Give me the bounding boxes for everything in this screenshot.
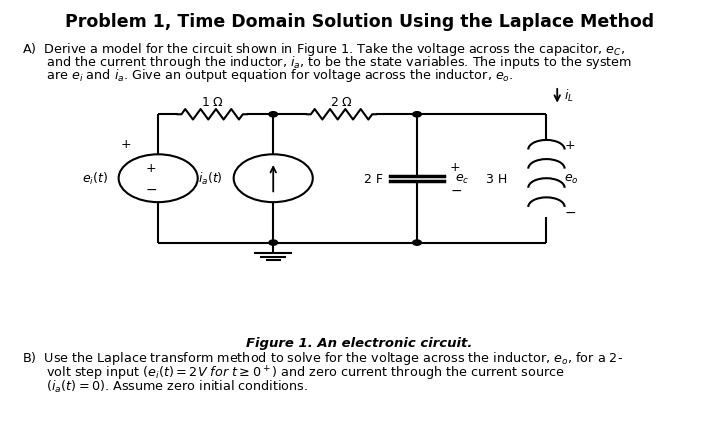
Text: +: +	[121, 138, 131, 151]
Circle shape	[413, 240, 421, 246]
Text: B)  Use the Laplace transform method to solve for the voltage across the inducto: B) Use the Laplace transform method to s…	[22, 349, 623, 366]
Text: +: +	[450, 161, 461, 174]
Text: $i_L$: $i_L$	[564, 88, 574, 104]
Text: A)  Derive a model for the circuit shown in Figure 1. Take the voltage across th: A) Derive a model for the circuit shown …	[22, 41, 625, 58]
Text: volt step input ($e_i(t) = 2V$ $for$ $t \geq 0^+$) and zero current through the : volt step input ($e_i(t) = 2V$ $for$ $t …	[22, 364, 564, 382]
Text: ($i_a(t) = 0$). Assume zero initial conditions.: ($i_a(t) = 0$). Assume zero initial cond…	[22, 378, 308, 394]
Text: $i_a(t)$: $i_a(t)$	[198, 171, 223, 187]
Text: +: +	[146, 162, 156, 175]
Text: −: −	[450, 184, 462, 197]
Text: $e_c$: $e_c$	[455, 172, 470, 185]
Circle shape	[413, 112, 421, 118]
Text: 2 $\Omega$: 2 $\Omega$	[330, 95, 353, 108]
Text: Problem 1, Time Domain Solution Using the Laplace Method: Problem 1, Time Domain Solution Using th…	[65, 13, 654, 31]
Text: −: −	[145, 182, 157, 196]
Text: 1 $\Omega$: 1 $\Omega$	[201, 95, 224, 108]
Text: are $e_i$ and $i_a$. Give an output equation for voltage across the inductor, $e: are $e_i$ and $i_a$. Give an output equa…	[22, 67, 513, 84]
Circle shape	[269, 112, 278, 118]
Text: $e_i(t)$: $e_i(t)$	[82, 171, 108, 187]
Text: Figure 1. An electronic circuit.: Figure 1. An electronic circuit.	[247, 336, 472, 349]
Text: +: +	[564, 138, 575, 151]
Text: 3 H: 3 H	[485, 172, 507, 185]
Text: and the current through the inductor, $i_a$, to be the state variables. The inpu: and the current through the inductor, $i…	[22, 54, 632, 71]
Circle shape	[269, 240, 278, 246]
Text: −: −	[564, 206, 576, 220]
Text: 2 F: 2 F	[364, 172, 383, 185]
Text: $e_o$: $e_o$	[564, 172, 579, 185]
